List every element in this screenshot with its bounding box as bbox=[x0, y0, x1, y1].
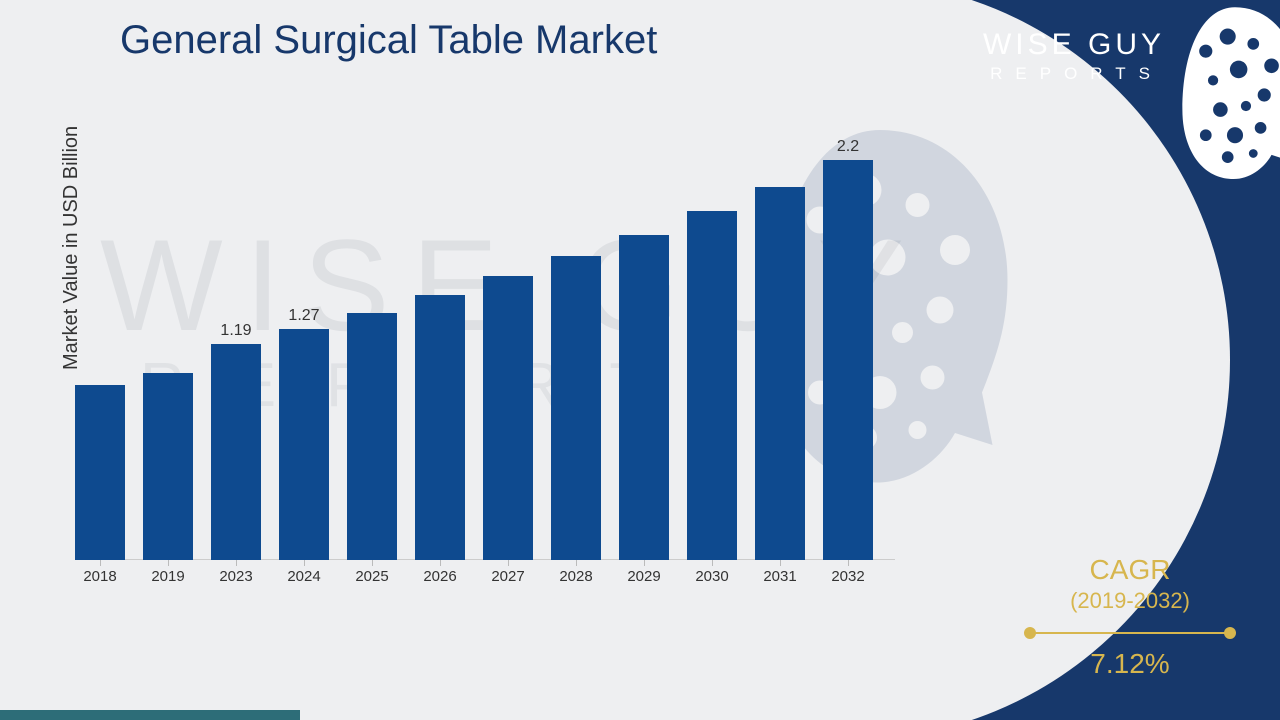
x-axis-label: 2030 bbox=[695, 568, 728, 585]
bar bbox=[551, 256, 601, 560]
bar bbox=[75, 385, 125, 560]
bar-slot: 1.272024 bbox=[279, 160, 329, 560]
bar bbox=[619, 235, 669, 560]
bar bbox=[279, 329, 329, 560]
x-axis-label: 2029 bbox=[627, 568, 660, 585]
bar-slot: 2026 bbox=[415, 160, 465, 560]
x-axis-label: 2028 bbox=[559, 568, 592, 585]
x-axis-label: 2026 bbox=[423, 568, 456, 585]
bar bbox=[211, 344, 261, 560]
x-axis-label: 2018 bbox=[83, 568, 116, 585]
bar-value-label: 2.2 bbox=[837, 138, 859, 156]
bar bbox=[143, 373, 193, 560]
logo-sub: REPORTS bbox=[990, 64, 1163, 84]
x-axis-label: 2023 bbox=[219, 568, 252, 585]
logo-main: WISE GUY bbox=[983, 28, 1165, 62]
x-tick bbox=[508, 560, 509, 566]
x-axis-label: 2031 bbox=[763, 568, 796, 585]
bar-slot: 2030 bbox=[687, 160, 737, 560]
bar-slot: 2018 bbox=[75, 160, 125, 560]
bottom-accent-bar bbox=[0, 710, 300, 720]
x-tick bbox=[168, 560, 169, 566]
bar-slot: 1.192023 bbox=[211, 160, 261, 560]
x-tick bbox=[712, 560, 713, 566]
bar-slot: 2027 bbox=[483, 160, 533, 560]
x-tick bbox=[100, 560, 101, 566]
x-axis-label: 2027 bbox=[491, 568, 524, 585]
bar-value-label: 1.27 bbox=[288, 307, 319, 325]
cagr-rule bbox=[1030, 632, 1230, 634]
bar bbox=[415, 295, 465, 560]
x-axis-label: 2024 bbox=[287, 568, 320, 585]
bar bbox=[687, 211, 737, 560]
bar-slot: 2028 bbox=[551, 160, 601, 560]
x-tick bbox=[304, 560, 305, 566]
x-tick bbox=[848, 560, 849, 566]
x-tick bbox=[236, 560, 237, 566]
x-tick bbox=[440, 560, 441, 566]
x-tick bbox=[372, 560, 373, 566]
bar-value-label: 1.19 bbox=[220, 322, 251, 340]
cagr-title: CAGR bbox=[980, 554, 1280, 586]
x-axis-label: 2019 bbox=[151, 568, 184, 585]
x-tick bbox=[780, 560, 781, 566]
x-axis-label: 2032 bbox=[831, 568, 864, 585]
x-tick bbox=[644, 560, 645, 566]
bar-slot: 2025 bbox=[347, 160, 397, 560]
chart-title: General Surgical Table Market bbox=[120, 18, 657, 63]
bar-slot: 2019 bbox=[143, 160, 193, 560]
x-axis-label: 2025 bbox=[355, 568, 388, 585]
bar bbox=[823, 160, 873, 560]
bar-chart: 2018 2019 1.192023 1.272024 2025 2026 2027 2028… bbox=[75, 160, 895, 560]
logo-head-icon bbox=[1160, 0, 1280, 190]
bar bbox=[483, 276, 533, 560]
bar-slot: 2.22032 bbox=[823, 160, 873, 560]
bar bbox=[347, 313, 397, 560]
bar bbox=[755, 187, 805, 560]
x-tick bbox=[576, 560, 577, 566]
cagr-range: (2019-2032) bbox=[980, 588, 1280, 614]
cagr-value: 7.12% bbox=[980, 648, 1280, 680]
cagr-box: CAGR (2019-2032) 7.12% bbox=[980, 554, 1280, 680]
bar-slot: 2031 bbox=[755, 160, 805, 560]
bar-slot: 2029 bbox=[619, 160, 669, 560]
